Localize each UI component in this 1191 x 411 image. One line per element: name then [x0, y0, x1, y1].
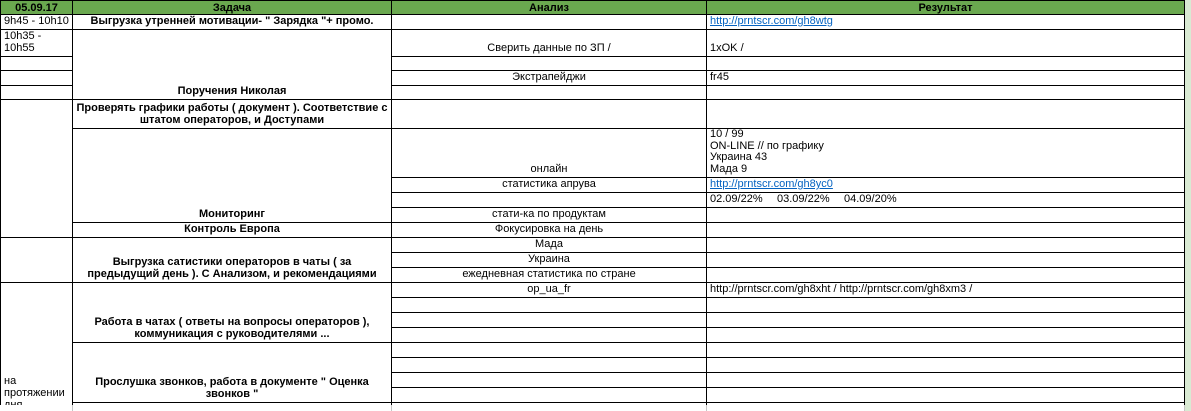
empty-cell	[391, 297, 707, 313]
empty-cell	[706, 312, 1185, 328]
row-schedules: Проверять графики работы ( документ ). С…	[0, 99, 1185, 238]
empty-cell	[391, 85, 707, 100]
empty-cell	[706, 357, 1185, 373]
row-percents: 02.09/22% 03.09/22% 04.09/20%	[1, 192, 1185, 208]
empty-cell	[706, 237, 1185, 253]
task-calls-cell: Прослушка звонков, работа в документе " …	[72, 342, 392, 403]
analysis-day-focus-cell: Фокусировка на день	[391, 222, 707, 238]
task-nikolay-cell: Поручения Николая	[72, 29, 392, 100]
analysis-salary-cell: Сверить данные по ЗП /	[391, 29, 707, 57]
analysis-op-ua-fr-cell: op_ua_fr	[391, 282, 707, 298]
row-empty	[0, 56, 1185, 71]
header-date-cell: 05.09.17	[0, 0, 73, 15]
empty-cell	[706, 99, 1185, 129]
empty-cell	[391, 14, 707, 30]
row-ukraine: Украина	[1, 252, 1185, 268]
empty-cell	[706, 222, 1185, 238]
empty-cell	[706, 85, 1185, 100]
partial-bottom-row	[0, 405, 1185, 411]
empty-cell	[391, 312, 707, 328]
result-morning-cell: http://prntscr.com/gh8wtg	[706, 14, 1185, 30]
empty-cell	[0, 237, 73, 283]
empty-cell	[391, 342, 707, 358]
gridline-cell	[72, 405, 392, 411]
analysis-products-cell: стати-ка по продуктам	[391, 207, 707, 223]
empty-cell	[391, 387, 707, 403]
task-morning-cell: Выгрузка утренней мотивации- " Зарядка "…	[72, 14, 392, 30]
analysis-daily-country-cell: ежедневная статистика по стране	[391, 267, 707, 283]
time-allday-cell: на протяжении дня	[0, 282, 73, 411]
time-slot-2-cell: 10h35 - 10h55	[0, 29, 73, 57]
empty-cell	[706, 207, 1185, 223]
empty-cell	[706, 372, 1185, 388]
row-approve: статистика апрува http://prntscr.com/gh8…	[1, 177, 1185, 193]
empty-cell	[706, 252, 1185, 268]
analysis-mada-cell: Мада	[391, 237, 707, 253]
empty-cell	[391, 56, 707, 71]
header-row: 05.09.17 Задача Анализ Результат	[0, 0, 1185, 15]
percent-value-1: 02.09/22%	[710, 193, 763, 206]
analysis-online-cell: онлайн	[391, 128, 707, 178]
sheet-right-margin	[1185, 0, 1191, 411]
row-calls: Прослушка звонков, работа в документе " …	[1, 342, 1185, 403]
empty-cell	[706, 327, 1185, 343]
empty-cell	[391, 357, 707, 373]
analysis-extrapages-cell: Экстрапейджи	[391, 70, 707, 86]
header-task-cell: Задача	[72, 0, 392, 15]
analysis-ukraine-cell: Украина	[391, 252, 707, 268]
task-chats-stats-cell: Выгрузка сатистики операторов в чаты ( з…	[72, 237, 392, 283]
online-line-3: Украина 43	[710, 151, 768, 163]
row-empty	[0, 85, 1185, 100]
empty-cell	[706, 387, 1185, 403]
time-slot-1-cell: 9h45 - 10h10	[0, 14, 73, 30]
approve-result-link[interactable]: http://prntscr.com/gh8yc0	[710, 178, 833, 191]
header-result-cell: Результат	[706, 0, 1185, 15]
morning-result-link[interactable]: http://prntscr.com/gh8wtg	[710, 15, 833, 28]
empty-cell	[391, 372, 707, 388]
row-products: стати-ка по продуктам	[1, 207, 1185, 223]
analysis-approve-cell: статистика апрува	[391, 177, 707, 193]
empty-cell	[0, 70, 73, 86]
row-empty	[1, 387, 1185, 403]
empty-cell	[706, 267, 1185, 283]
row-morning: 9h45 - 10h10 Выгрузка утренней мотивации…	[0, 14, 1185, 30]
empty-cell	[0, 85, 73, 100]
row-empty	[1, 327, 1185, 343]
row-daily-country: ежедневная статистика по стране	[1, 267, 1185, 283]
empty-cell	[0, 99, 73, 238]
empty-cell	[706, 297, 1185, 313]
empty-cell	[391, 192, 707, 208]
gridline-cell	[391, 405, 708, 411]
gridline-cell	[0, 405, 73, 411]
result-salary-cell: 1xOK /	[706, 29, 1185, 57]
empty-cell	[0, 56, 73, 71]
empty-cell	[391, 99, 707, 129]
online-line-2: ON-LINE // по графику	[710, 139, 824, 152]
row-salary: 10h35 - 10h55 Поручения Николая Сверить …	[0, 29, 1185, 100]
header-analysis-cell: Анализ	[391, 0, 707, 15]
empty-cell	[706, 342, 1185, 358]
empty-cell	[391, 327, 707, 343]
result-chat-links-cell: http://prntscr.com/gh8xht / http://prnts…	[706, 282, 1185, 298]
percent-value-2: 03.09/22%	[777, 193, 830, 206]
percent-value-3: 04.09/20%	[844, 193, 897, 206]
task-control-europe-cell: Контроль Европа	[72, 222, 392, 238]
online-line-4: Мада 9	[710, 162, 748, 175]
gridline-cell	[707, 405, 1185, 411]
row-control-europe: Контроль Европа Фокусировка на день	[1, 222, 1185, 238]
task-schedules-cell: Проверять графики работы ( документ ). С…	[72, 99, 392, 129]
empty-cell	[706, 56, 1185, 71]
task-chats-work-cell: Работа в чатах ( ответы на вопросы опера…	[72, 282, 392, 343]
result-online-status-cell: 10 / 99 ON-LINE // по графику Украина 43…	[706, 128, 1185, 178]
result-approve-cell: http://prntscr.com/gh8yc0	[706, 177, 1185, 193]
row-op-ua-fr: на протяжении дня Работа в чатах ( ответ…	[0, 282, 1185, 411]
result-extrapages-cell: fr45	[706, 70, 1185, 86]
row-mada: Выгрузка сатистики операторов в чаты ( з…	[0, 237, 1185, 283]
online-line-1: 10 / 99	[710, 128, 744, 140]
result-percents-cell: 02.09/22% 03.09/22% 04.09/20%	[706, 192, 1185, 208]
task-monitoring-cell: Мониторинг	[72, 128, 392, 223]
row-online: Мониторинг онлайн 10 / 99 ON-LINE // по …	[1, 128, 1185, 223]
